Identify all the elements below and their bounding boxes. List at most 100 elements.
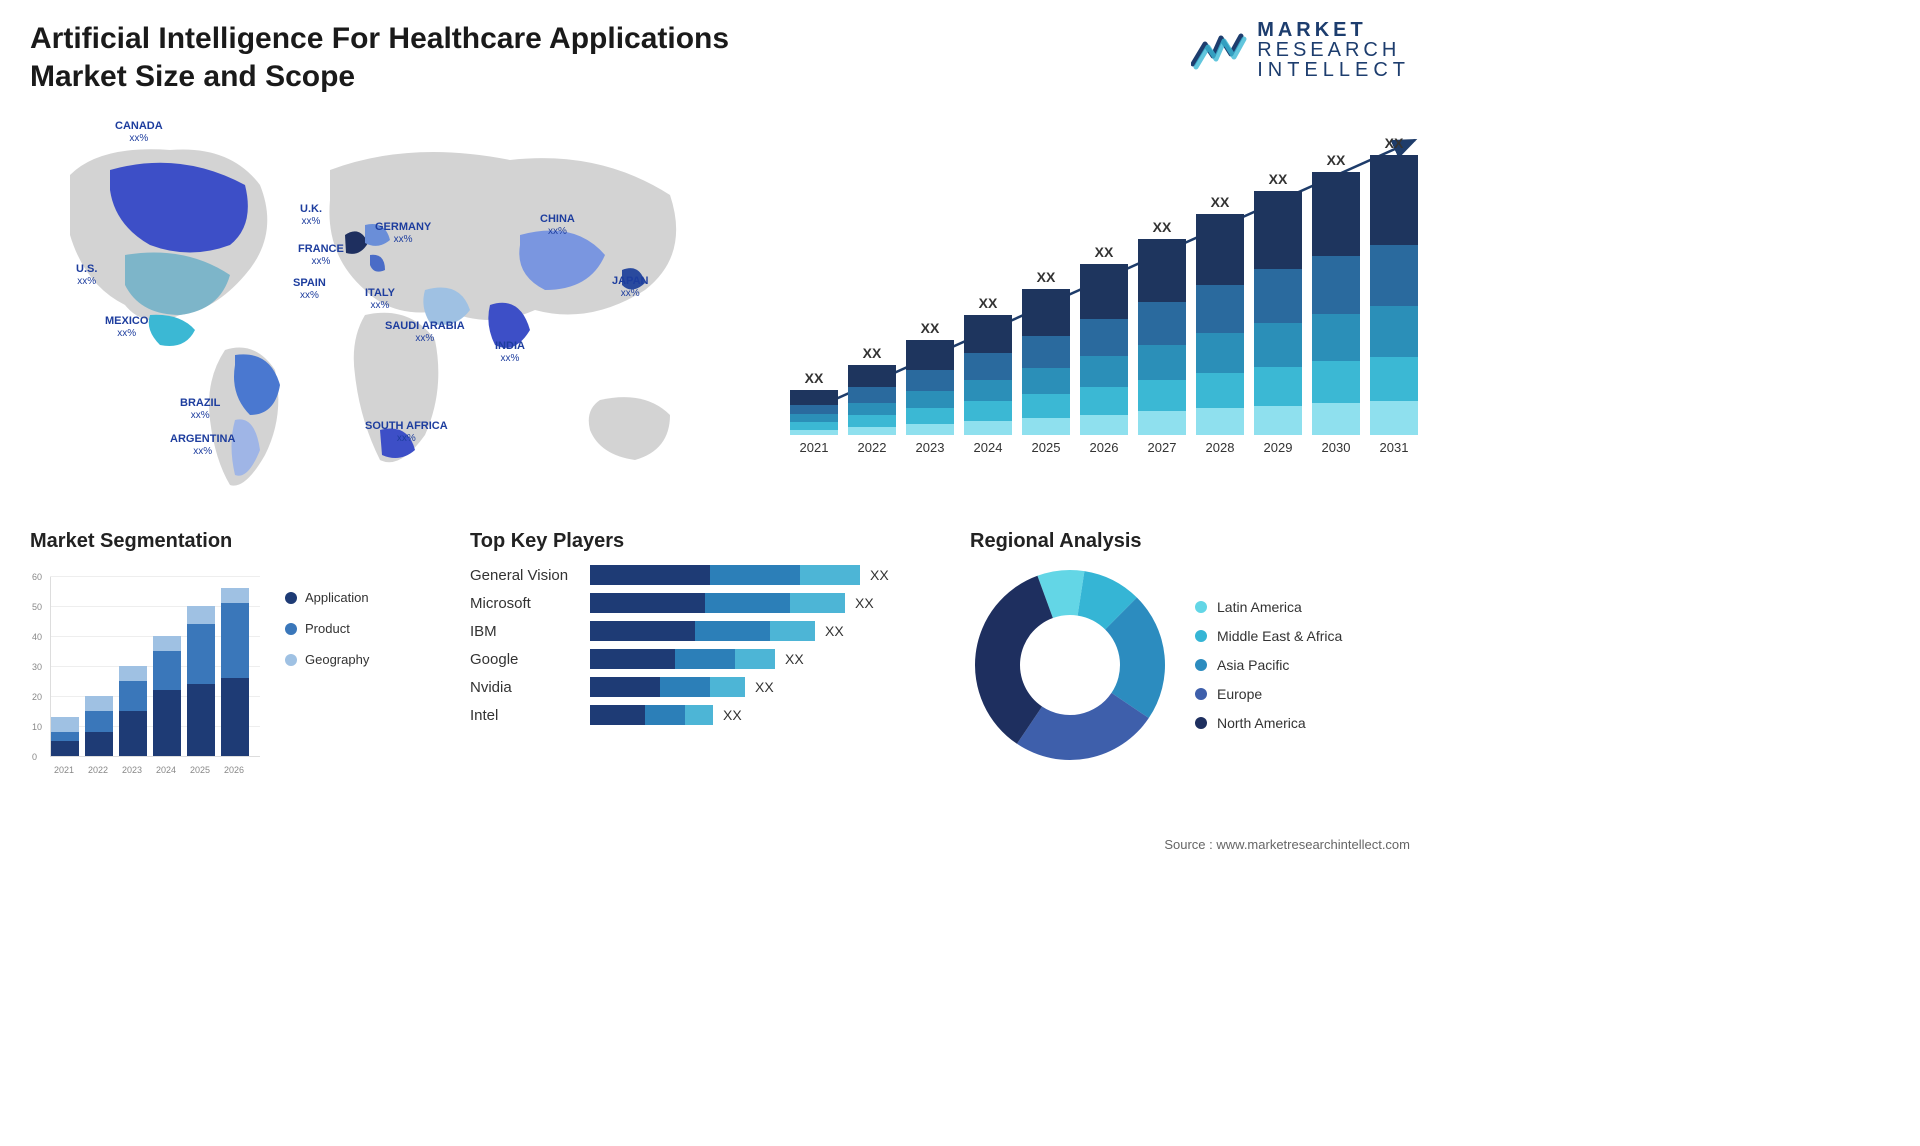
player-name: Intel xyxy=(470,707,590,724)
player-name: Nvidia xyxy=(470,679,590,696)
regional-legend-item: North America xyxy=(1195,715,1342,731)
player-row-ibm: IBM XX xyxy=(470,621,910,641)
segmentation-chart: 0102030405060202120222023202420252026 xyxy=(30,565,265,775)
source-text: Source : www.marketresearchintellect.com xyxy=(1164,837,1410,852)
regional-legend-item: Latin America xyxy=(1195,599,1342,615)
players-chart: General Vision XX Microsoft XX IBM XX Google XX… xyxy=(470,565,910,725)
seg-legend-label: Application xyxy=(305,590,369,605)
growth-year-label: 2027 xyxy=(1148,440,1177,455)
growth-bar-2023: XX 2023 xyxy=(906,320,954,455)
growth-bar-label: XX xyxy=(863,345,882,361)
seg-bar-2023 xyxy=(119,666,147,756)
growth-bar-label: XX xyxy=(979,295,998,311)
legend-dot-icon xyxy=(1195,659,1207,671)
growth-bar-2021: XX 2021 xyxy=(790,370,838,455)
growth-year-label: 2028 xyxy=(1206,440,1235,455)
growth-year-label: 2022 xyxy=(858,440,887,455)
growth-bar-label: XX xyxy=(921,320,940,336)
regional-legend-label: Middle East & Africa xyxy=(1217,628,1342,644)
logo-text-1: MARKET xyxy=(1257,20,1410,40)
segmentation-title: Market Segmentation xyxy=(30,530,410,553)
regional-legend: Latin America Middle East & Africa Asia Pa… xyxy=(1195,599,1342,731)
growth-year-label: 2029 xyxy=(1264,440,1293,455)
legend-dot-icon xyxy=(1195,688,1207,700)
growth-bar-2028: XX 2028 xyxy=(1196,194,1244,455)
player-name: Microsoft xyxy=(470,595,590,612)
player-row-google: Google XX xyxy=(470,649,910,669)
player-name: General Vision xyxy=(470,567,590,584)
seg-legend-item: Product xyxy=(285,621,369,636)
growth-bar-2031: XX 2031 xyxy=(1370,135,1418,455)
growth-year-label: 2030 xyxy=(1322,440,1351,455)
seg-bar-2026 xyxy=(221,588,249,756)
regional-analysis-panel: Regional Analysis Latin America Middle Ea… xyxy=(970,530,1390,775)
growth-bar-label: XX xyxy=(1269,171,1288,187)
growth-bar-label: XX xyxy=(1385,135,1404,151)
growth-bar-2029: XX 2029 xyxy=(1254,171,1302,455)
seg-legend-label: Geography xyxy=(305,652,369,667)
segmentation-legend: Application Product Geography xyxy=(285,590,369,667)
legend-dot-icon xyxy=(1195,601,1207,613)
legend-dot-icon xyxy=(285,654,297,666)
growth-bar-label: XX xyxy=(1095,244,1114,260)
seg-legend-label: Product xyxy=(305,621,350,636)
player-row-microsoft: Microsoft XX xyxy=(470,593,910,613)
regional-legend-item: Middle East & Africa xyxy=(1195,628,1342,644)
regional-legend-label: North America xyxy=(1217,715,1306,731)
legend-dot-icon xyxy=(1195,717,1207,729)
player-value: XX xyxy=(825,623,844,639)
logo-icon xyxy=(1191,30,1247,70)
growth-year-label: 2026 xyxy=(1090,440,1119,455)
growth-year-label: 2025 xyxy=(1032,440,1061,455)
key-players-panel: Top Key Players General VisionXXMicrosof… xyxy=(470,530,910,775)
growth-bar-label: XX xyxy=(805,370,824,386)
logo-text-2: RESEARCH xyxy=(1257,40,1410,60)
world-map: CANADAxx%U.S.xx%MEXICOxx%BRAZILxx%ARGENT… xyxy=(30,115,730,505)
seg-legend-item: Application xyxy=(285,590,369,605)
growth-bar-2025: XX 2025 xyxy=(1022,269,1070,455)
legend-dot-icon xyxy=(1195,630,1207,642)
regional-donut-chart xyxy=(970,565,1170,765)
growth-bar-label: XX xyxy=(1153,219,1172,235)
brand-logo: MARKET RESEARCH INTELLECT xyxy=(1191,20,1410,80)
seg-bar-2022 xyxy=(85,696,113,756)
growth-bar-label: XX xyxy=(1327,152,1346,168)
seg-bar-2024 xyxy=(153,636,181,756)
player-value: XX xyxy=(755,679,774,695)
player-name: Google xyxy=(470,651,590,668)
growth-bar-label: XX xyxy=(1037,269,1056,285)
logo-text-3: INTELLECT xyxy=(1257,60,1410,80)
growth-bar-2030: XX 2030 xyxy=(1312,152,1360,455)
regional-legend-label: Latin America xyxy=(1217,599,1302,615)
growth-bar-label: XX xyxy=(1211,194,1230,210)
growth-year-label: 2023 xyxy=(916,440,945,455)
growth-year-label: 2031 xyxy=(1380,440,1409,455)
player-value: XX xyxy=(870,567,889,583)
player-row-nvidia: Nvidia XX xyxy=(470,677,910,697)
legend-dot-icon xyxy=(285,592,297,604)
page-title: Artificial Intelligence For Healthcare A… xyxy=(30,20,780,95)
growth-bar-2027: XX 2027 xyxy=(1138,219,1186,455)
market-segmentation-panel: Market Segmentation 01020304050602021202… xyxy=(30,530,410,775)
legend-dot-icon xyxy=(285,623,297,635)
seg-bar-2021 xyxy=(51,717,79,756)
seg-legend-item: Geography xyxy=(285,652,369,667)
players-title: Top Key Players xyxy=(470,530,910,553)
growth-bar-2022: XX 2022 xyxy=(848,345,896,455)
seg-bar-2025 xyxy=(187,606,215,756)
regional-legend-item: Asia Pacific xyxy=(1195,657,1342,673)
player-name: IBM xyxy=(470,623,590,640)
regional-legend-label: Asia Pacific xyxy=(1217,657,1289,673)
growth-year-label: 2021 xyxy=(800,440,829,455)
growth-bar-2024: XX2024 xyxy=(964,295,1012,455)
player-value: XX xyxy=(723,707,742,723)
player-row-general-vision: General Vision XX xyxy=(470,565,910,585)
regional-legend-label: Europe xyxy=(1217,686,1262,702)
player-value: XX xyxy=(855,595,874,611)
growth-bars-container: XX2021XX2022XX2023XX2024XX2025XX2026XX20… xyxy=(790,155,1410,455)
player-value: XX xyxy=(785,651,804,667)
player-row-intel: Intel XX xyxy=(470,705,910,725)
regional-legend-item: Europe xyxy=(1195,686,1342,702)
regional-title: Regional Analysis xyxy=(970,530,1390,553)
growth-stacked-bar-chart: XX2021XX2022XX2023XX2024XX2025XX2026XX20… xyxy=(770,125,1410,485)
